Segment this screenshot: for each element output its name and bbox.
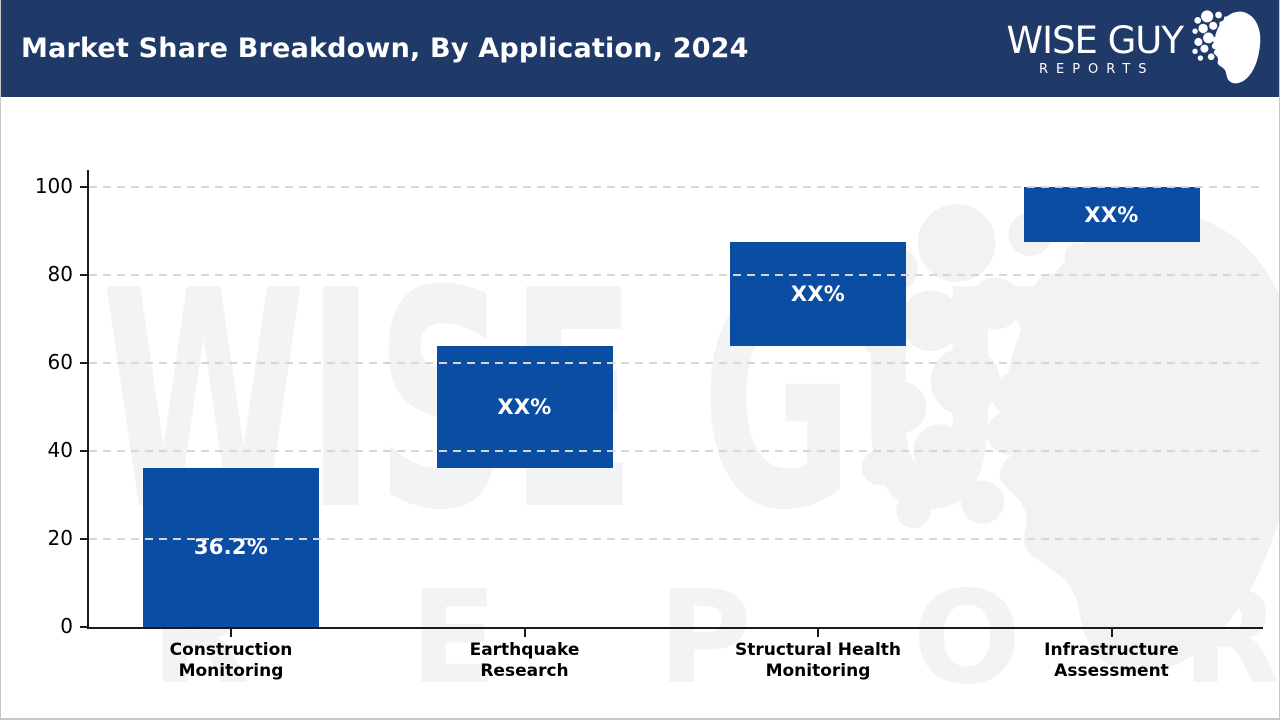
y-axis-tick bbox=[80, 274, 87, 276]
x-axis-tick bbox=[817, 629, 819, 637]
y-tick-label: 80 bbox=[47, 262, 73, 286]
y-tick-label: 0 bbox=[60, 614, 73, 638]
watermark-face-icon bbox=[861, 204, 1279, 674]
grid-line bbox=[89, 450, 1261, 452]
x-tick-label-line: Monitoring bbox=[765, 660, 871, 681]
page-title: Market Share Breakdown, By Application, … bbox=[21, 33, 749, 64]
x-axis-line bbox=[87, 627, 1263, 629]
bar-value-label: XX% bbox=[497, 394, 552, 419]
x-tick-label-line: Infrastructure bbox=[1044, 640, 1179, 660]
grid-line bbox=[89, 186, 1261, 188]
x-tick-label: Structural Health Monitoring bbox=[668, 640, 968, 681]
bar-segment: 36.2% bbox=[143, 467, 319, 627]
wiseguy-face-icon bbox=[1192, 9, 1261, 83]
x-axis-tick bbox=[523, 629, 526, 637]
header-bar: Market Share Breakdown, By Application, … bbox=[1, 0, 1279, 97]
x-tick-label-line: Construction bbox=[169, 640, 293, 660]
logo-brand-sub: REPORTS bbox=[1038, 61, 1155, 77]
y-tick-label: 40 bbox=[47, 438, 73, 462]
y-axis-tick bbox=[80, 450, 87, 452]
logo-brand-name: WISE GUY bbox=[1006, 18, 1184, 62]
bar-segment: XX% bbox=[436, 346, 613, 468]
y-tick-label: 100 bbox=[34, 174, 73, 198]
x-tick-label-line: Structural Health bbox=[734, 640, 902, 660]
watermark-text-secondary: R E P O R T S bbox=[151, 564, 1279, 713]
y-tick-label: 60 bbox=[47, 350, 73, 374]
y-axis-tick bbox=[80, 626, 87, 628]
bar-segment: XX% bbox=[1023, 187, 1200, 242]
y-axis-tick bbox=[80, 538, 87, 540]
grid-line bbox=[89, 538, 1261, 540]
y-tick-label: 20 bbox=[47, 526, 73, 550]
wiseguy-logo: WISE GUY REPORTS bbox=[1007, 9, 1265, 89]
x-tick-label-line: Research bbox=[480, 660, 569, 681]
y-axis-tick bbox=[80, 362, 87, 364]
x-tick-label-line: Earthquake bbox=[469, 640, 580, 660]
bar-segment: XX% bbox=[730, 242, 906, 347]
x-tick-label: Earthquake Research bbox=[375, 640, 675, 681]
y-axis-tick bbox=[80, 186, 87, 188]
chart-area: WISE GUY R E P O R T S 02040608010036.2%… bbox=[1, 97, 1279, 718]
x-tick-label-line: Assessment bbox=[1054, 660, 1169, 681]
grid-line bbox=[89, 362, 1261, 364]
y-axis-line bbox=[87, 170, 89, 629]
x-tick-label: Construction Monitoring bbox=[81, 640, 381, 681]
x-axis-tick bbox=[1110, 629, 1113, 637]
bar-value-label: XX% bbox=[1084, 202, 1139, 227]
bar-value-label: XX% bbox=[790, 282, 846, 307]
wiseguy-wordmark: WISE GUY REPORTS bbox=[1006, 18, 1184, 77]
x-axis-tick bbox=[230, 629, 232, 637]
x-tick-label-line: Monitoring bbox=[178, 660, 284, 681]
x-tick-label: Infrastructure Assessment bbox=[962, 640, 1262, 681]
grid-line bbox=[89, 274, 1261, 276]
